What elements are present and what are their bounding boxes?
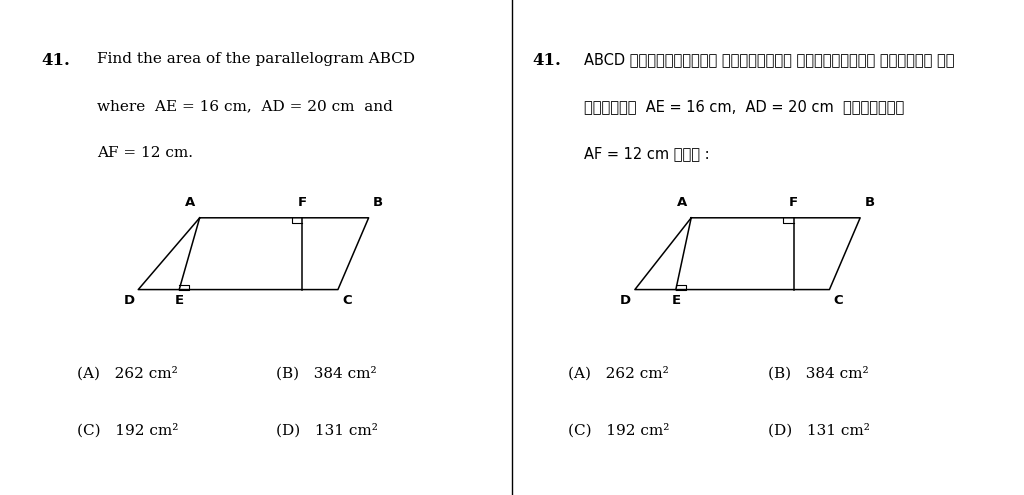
Text: 41.: 41. [41,52,70,69]
Text: (D)   131 cm²: (D) 131 cm² [276,423,378,438]
Text: (A)   262 cm²: (A) 262 cm² [568,366,669,381]
Text: C: C [342,294,352,307]
Text: ଡ଼ାହାର  AE = 16 cm,  AD = 20 cm  ଓଠ଼ବ୍ରେ: ଡ଼ାହାର AE = 16 cm, AD = 20 cm ଓଠ଼ବ୍ରେ [584,99,904,114]
Text: C: C [834,294,844,307]
Text: (B)   384 cm²: (B) 384 cm² [768,366,868,381]
Text: (C)   192 cm²: (C) 192 cm² [77,423,178,438]
Text: F: F [298,196,306,209]
Text: (D)   131 cm²: (D) 131 cm² [768,423,869,438]
Text: Find the area of the parallelogram ABCD: Find the area of the parallelogram ABCD [97,52,416,66]
Text: F: F [790,196,798,209]
Text: where  AE = 16 cm,  AD = 20 cm  and: where AE = 16 cm, AD = 20 cm and [97,99,393,113]
Text: E: E [672,294,680,307]
Text: A: A [185,196,196,209]
Text: (B)   384 cm²: (B) 384 cm² [276,366,377,381]
Text: AF = 12 cm அଟେ :: AF = 12 cm அଟେ : [584,146,710,161]
Text: E: E [175,294,183,307]
Text: ABCD ସାମାନ୍ତରିକ କ୍ଷେତ୍ରର କ୍ଷେତ୍ରଫଳ ନିରୂପଣ କର: ABCD ସାମାନ୍ତରିକ କ୍ଷେତ୍ରର କ୍ଷେତ୍ରଫଳ ନିରୂପ… [584,52,954,67]
Text: (C)   192 cm²: (C) 192 cm² [568,423,670,438]
Text: (A)   262 cm²: (A) 262 cm² [77,366,177,381]
Text: A: A [677,196,687,209]
Text: 41.: 41. [532,52,561,69]
Text: D: D [124,294,134,307]
Text: B: B [373,196,383,209]
Text: D: D [621,294,631,307]
Text: B: B [864,196,874,209]
Text: AF = 12 cm.: AF = 12 cm. [97,146,194,160]
